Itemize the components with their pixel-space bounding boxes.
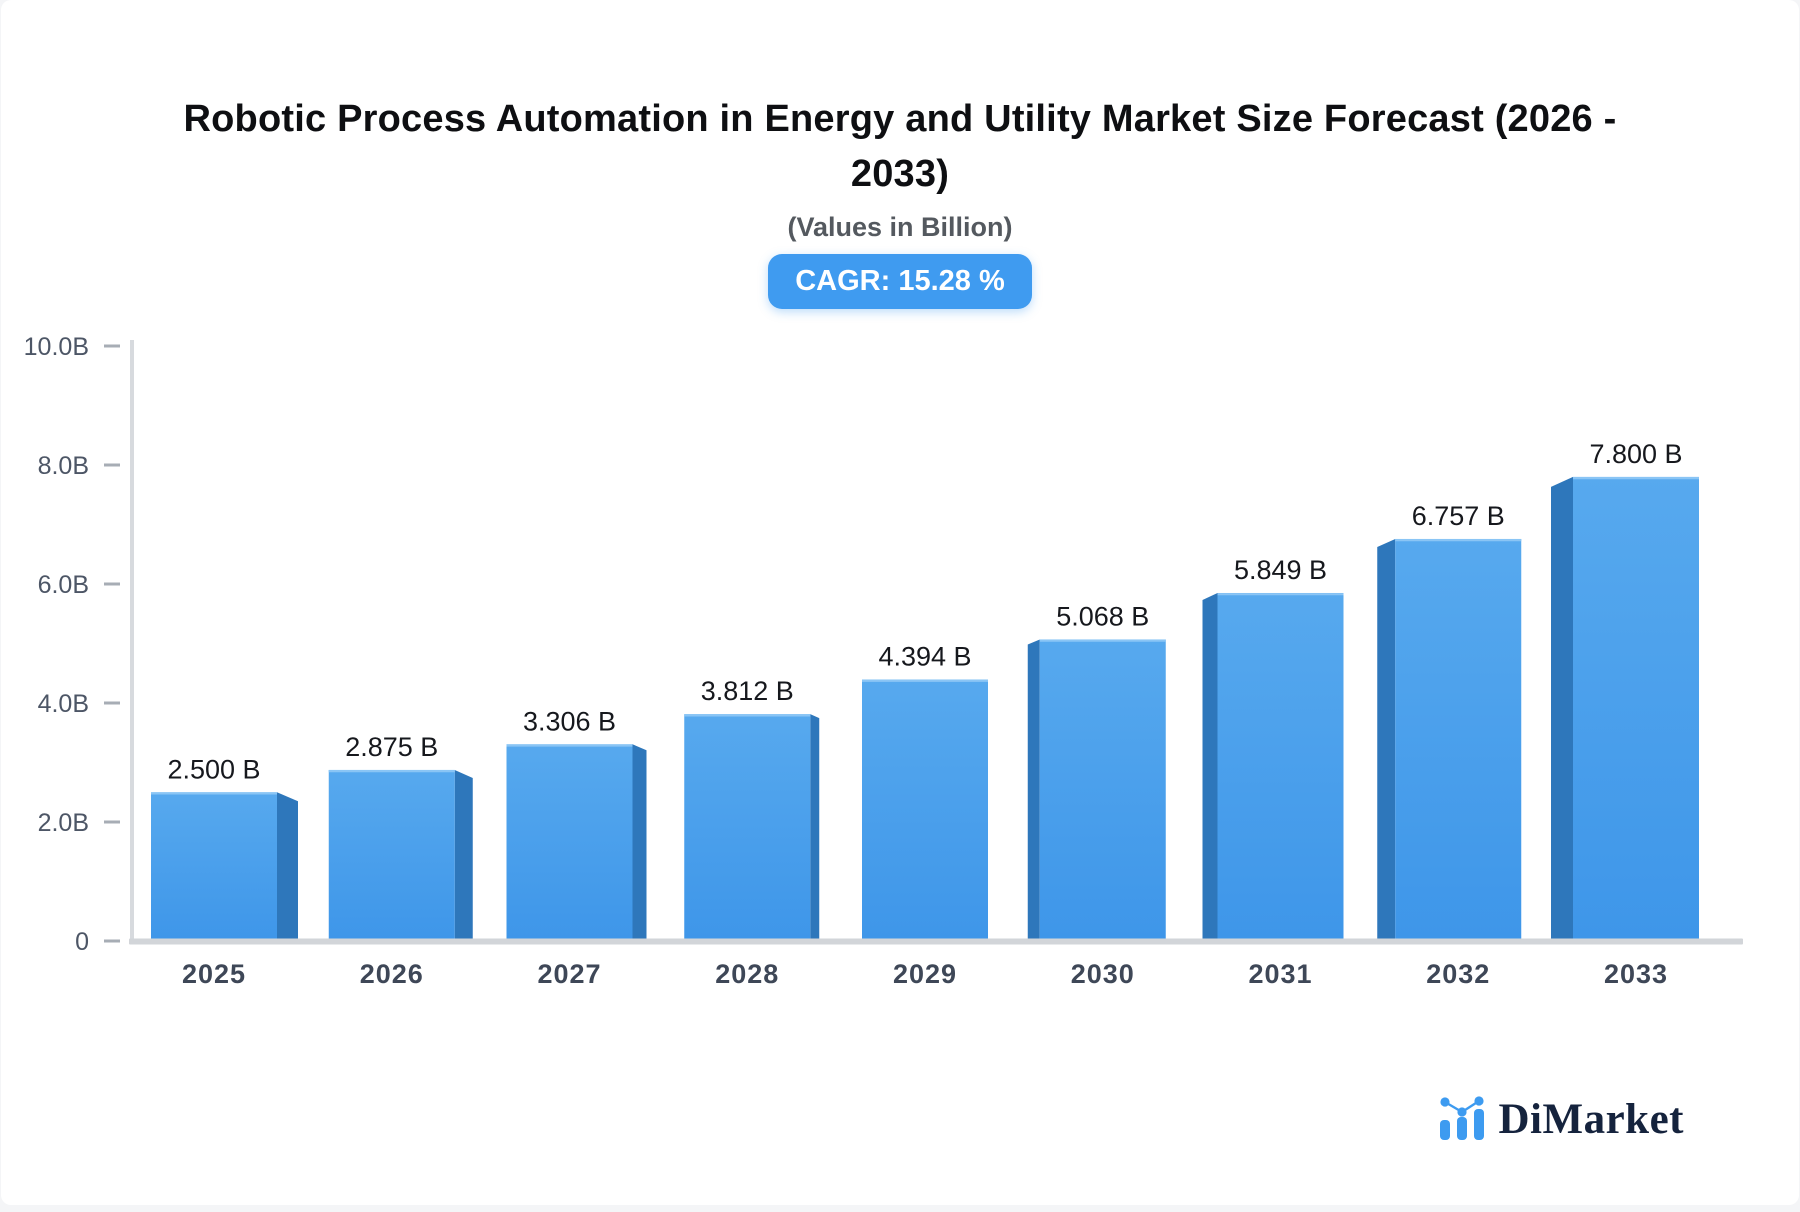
x-axis-label-2029: 2029	[893, 959, 957, 989]
x-axis-label-2025: 2025	[182, 959, 246, 989]
bar-2025	[151, 792, 277, 941]
bar-value-label: 6.757 B	[1412, 501, 1505, 531]
chart-title: Robotic Process Automation in Energy and…	[1, 92, 1799, 202]
bar-2026	[328, 769, 455, 941]
x-axis-baseline	[129, 938, 1743, 945]
x-axis-label-2031: 2031	[1248, 959, 1312, 989]
brand-name: DiMarket	[1498, 1096, 1684, 1143]
bar-side-face	[632, 744, 647, 941]
brand-logo: DiMarket	[1437, 1094, 1685, 1146]
y-tick-label: 4.0B	[38, 690, 89, 718]
bar-value-label: 2.500 B	[167, 754, 260, 784]
bar-value-label: 2.875 B	[345, 732, 438, 762]
bar-2028	[684, 714, 811, 941]
bar-side-face	[1551, 476, 1573, 941]
bar-value-label: 3.306 B	[523, 706, 616, 736]
bar-side-face	[277, 792, 298, 941]
chart-subtitle: (Values in Billion)	[787, 212, 1013, 242]
bar-2027	[506, 744, 633, 941]
bar-side-face	[454, 769, 473, 941]
bar-value-label: 4.394 B	[878, 642, 971, 672]
bar-chart-logo-icon	[1439, 1096, 1484, 1140]
x-axis-label-2028: 2028	[715, 959, 779, 989]
bar-2033	[1573, 476, 1699, 941]
chart-title-line1: Robotic Process Automation in Energy and…	[183, 98, 1617, 140]
bar-2032	[1395, 538, 1522, 941]
y-tick-label: 6.0B	[38, 571, 89, 599]
x-axis-label-2033: 2033	[1604, 959, 1668, 989]
y-tick-label: 8.0B	[38, 452, 89, 480]
y-tick-label: 10.0B	[24, 333, 89, 361]
x-axis-label-2026: 2026	[360, 959, 424, 989]
bar-value-label: 5.849 B	[1234, 555, 1327, 585]
bar-side-face	[810, 714, 820, 941]
chart-header: Robotic Process Automation in Energy and…	[1, 0, 1799, 309]
cagr-badge: CAGR: 15.28 %	[768, 254, 1032, 309]
bar-value-label: 3.812 B	[701, 676, 794, 706]
bar-value-label: 5.068 B	[1056, 601, 1149, 631]
bar-2030	[1039, 639, 1166, 941]
bar-2029	[862, 679, 988, 941]
x-axis-label-2032: 2032	[1426, 959, 1490, 989]
y-tick-label: 0	[75, 928, 89, 956]
chart-title-line2: 2033)	[850, 153, 950, 195]
x-axis-label-2027: 2027	[537, 959, 601, 989]
bar-2031	[1217, 592, 1344, 941]
bar-side-face	[1377, 538, 1396, 941]
x-axis-label-2030: 2030	[1071, 959, 1135, 989]
bar-side-face	[1027, 639, 1040, 941]
y-tick-label: 2.0B	[38, 809, 89, 837]
bar-side-face	[1202, 592, 1218, 941]
bar-value-label: 7.800 B	[1589, 439, 1682, 469]
